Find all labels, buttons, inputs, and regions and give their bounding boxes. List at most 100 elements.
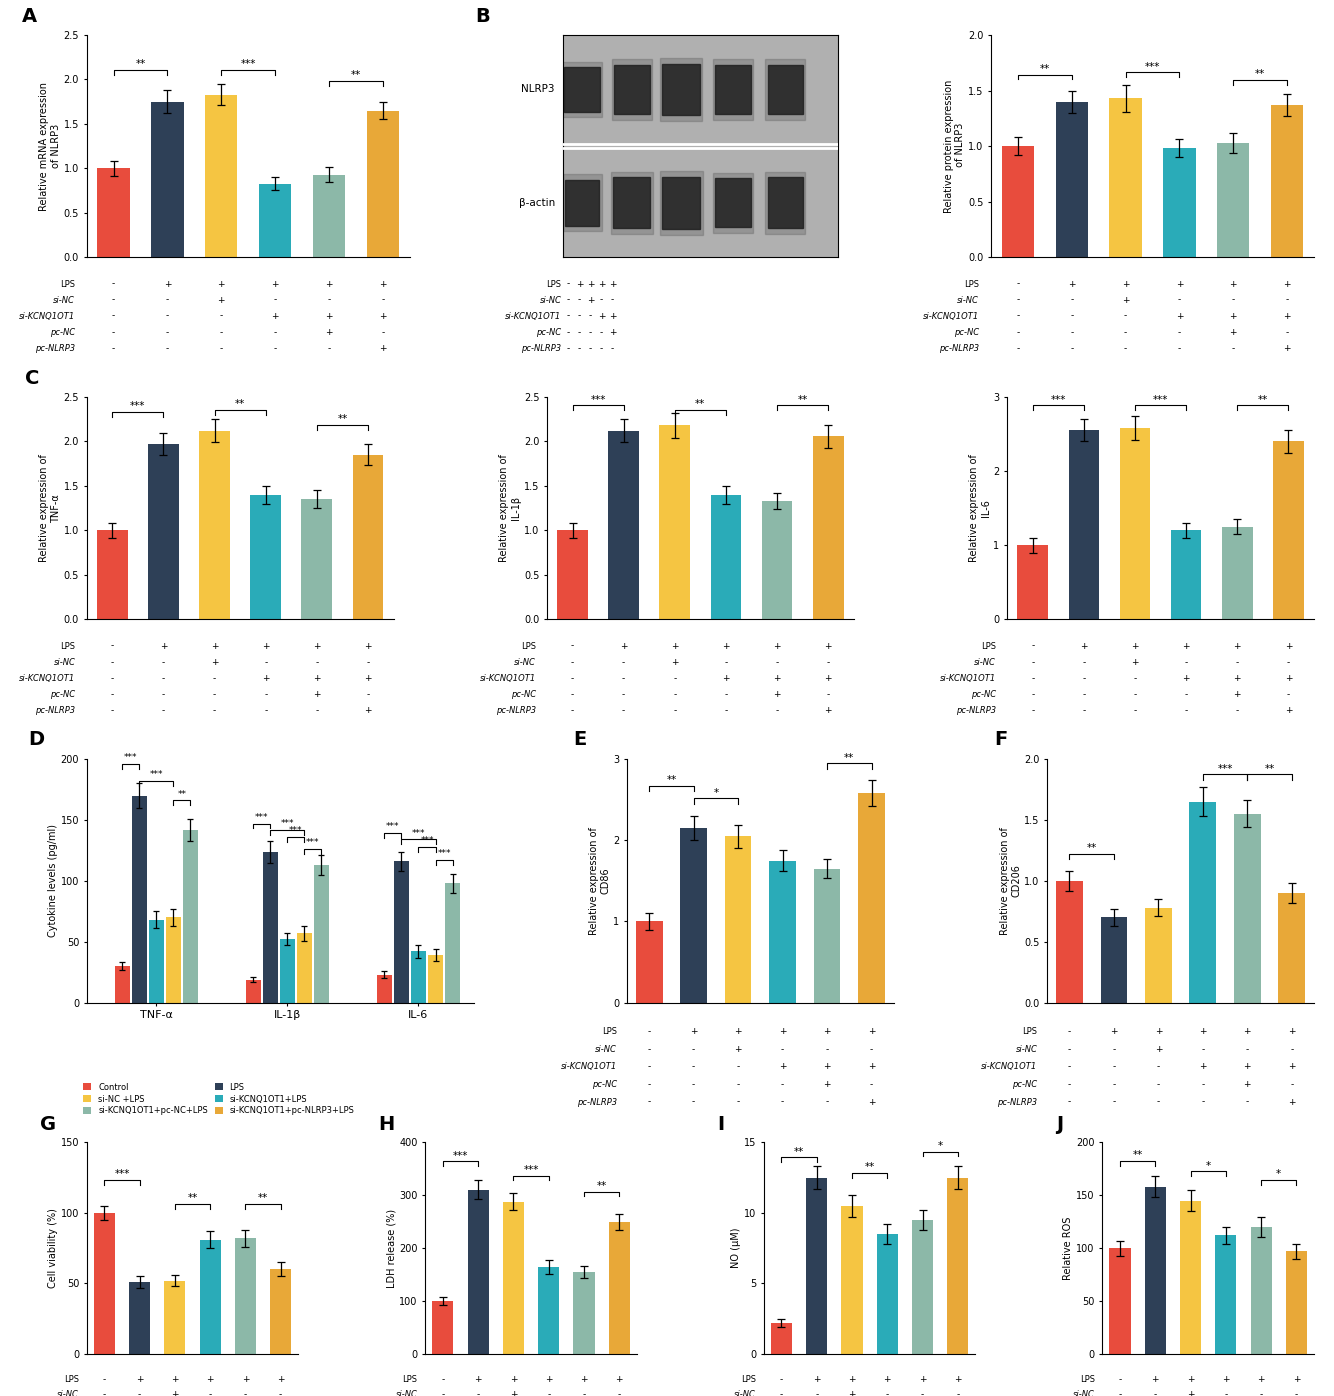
Text: +: +: [848, 1375, 855, 1383]
Text: LPS: LPS: [602, 1027, 618, 1036]
Text: si-KCNQ1OT1: si-KCNQ1OT1: [19, 674, 76, 683]
Text: A: A: [23, 7, 37, 27]
Text: -: -: [112, 279, 115, 289]
Text: -: -: [1157, 1097, 1161, 1107]
Bar: [199, 431, 229, 620]
Bar: [660, 59, 702, 120]
Text: pc-NLRP3: pc-NLRP3: [955, 706, 996, 715]
Text: +: +: [823, 1027, 831, 1036]
Text: -: -: [1246, 1046, 1249, 1054]
Text: +: +: [1285, 706, 1293, 715]
Text: +: +: [1285, 642, 1293, 651]
Text: -: -: [775, 658, 779, 667]
Bar: [132, 796, 147, 1002]
Text: +: +: [1175, 311, 1183, 321]
Text: pc-NLRP3: pc-NLRP3: [939, 343, 979, 353]
Text: -: -: [567, 328, 570, 336]
Text: +: +: [868, 1027, 875, 1036]
Text: -: -: [1125, 343, 1127, 353]
Text: **: **: [1265, 764, 1275, 773]
Bar: [1145, 1187, 1166, 1354]
Text: -: -: [1235, 706, 1239, 715]
Bar: [614, 177, 651, 229]
Text: *: *: [1206, 1161, 1211, 1171]
Text: +: +: [277, 1375, 284, 1383]
Text: ***: ***: [307, 839, 320, 847]
Bar: [1215, 1235, 1237, 1354]
Text: -: -: [588, 311, 592, 321]
Bar: [614, 64, 650, 114]
Y-axis label: Relative expression of
TNF-α: Relative expression of TNF-α: [39, 454, 61, 563]
Bar: [245, 980, 260, 1002]
Text: LPS: LPS: [60, 642, 76, 651]
Text: pc-NC: pc-NC: [536, 328, 562, 336]
Text: -: -: [736, 1062, 740, 1072]
Y-axis label: Relative expression of
IL-1β: Relative expression of IL-1β: [499, 454, 522, 563]
Text: -: -: [724, 658, 727, 667]
Text: +: +: [598, 311, 606, 321]
Text: -: -: [674, 706, 676, 715]
Text: -: -: [112, 311, 115, 321]
Bar: [301, 500, 332, 620]
Text: -: -: [1118, 1390, 1122, 1396]
Y-axis label: Relative protein expression
 of NLRP3: Relative protein expression of NLRP3: [943, 80, 966, 212]
Text: -: -: [780, 1081, 784, 1089]
Text: -: -: [1125, 311, 1127, 321]
Text: -: -: [1201, 1046, 1205, 1054]
Text: pc-NC: pc-NC: [511, 690, 536, 698]
Text: +: +: [1234, 674, 1241, 683]
Bar: [93, 1213, 115, 1354]
Text: +: +: [261, 674, 269, 683]
Text: **: **: [794, 1146, 804, 1157]
Text: -: -: [647, 1081, 651, 1089]
Text: -: -: [279, 1390, 283, 1396]
Y-axis label: NO (μM): NO (μM): [731, 1228, 742, 1269]
Text: pc-NLRP3: pc-NLRP3: [35, 343, 75, 353]
Text: +: +: [1283, 279, 1291, 289]
Text: +: +: [160, 642, 167, 651]
Bar: [148, 444, 179, 620]
Bar: [1069, 430, 1099, 620]
Text: -: -: [1235, 658, 1239, 667]
Text: **: **: [864, 1163, 875, 1173]
Text: +: +: [313, 690, 320, 698]
Bar: [1234, 814, 1261, 1002]
Text: -: -: [611, 296, 614, 304]
Bar: [714, 59, 754, 120]
Text: pc-NLRP3: pc-NLRP3: [578, 1097, 618, 1107]
Bar: [767, 64, 803, 114]
Text: +: +: [364, 706, 372, 715]
Text: +: +: [1182, 674, 1190, 683]
Text: NLRP3: NLRP3: [522, 84, 555, 95]
Bar: [608, 431, 639, 620]
Text: -: -: [571, 642, 574, 651]
Text: +: +: [690, 1027, 698, 1036]
Text: ***: ***: [438, 849, 451, 859]
Text: si-KCNQ1OT1: si-KCNQ1OT1: [506, 311, 562, 321]
Text: +: +: [1199, 1027, 1206, 1036]
Bar: [766, 172, 806, 235]
Y-axis label: Relative expression of
IL-6: Relative expression of IL-6: [968, 454, 991, 563]
Text: -: -: [103, 1375, 105, 1383]
Text: LPS: LPS: [403, 1375, 418, 1383]
Text: +: +: [364, 674, 372, 683]
Text: +: +: [608, 311, 616, 321]
Bar: [1057, 881, 1083, 1002]
Bar: [313, 866, 329, 1002]
Bar: [812, 436, 843, 620]
Text: ***: ***: [115, 1170, 129, 1180]
Text: G: G: [40, 1115, 56, 1134]
Text: -: -: [1113, 1097, 1115, 1107]
Bar: [394, 861, 410, 1002]
Text: -: -: [1134, 674, 1137, 683]
Bar: [608, 1222, 630, 1354]
Text: +: +: [576, 279, 583, 289]
Text: +: +: [1187, 1375, 1194, 1383]
Text: -: -: [1031, 658, 1034, 667]
Text: -: -: [1113, 1081, 1115, 1089]
Text: +: +: [722, 674, 730, 683]
Bar: [771, 1323, 792, 1354]
Text: -: -: [780, 1390, 783, 1396]
Text: *: *: [1277, 1170, 1281, 1180]
Text: -: -: [1290, 1046, 1294, 1054]
